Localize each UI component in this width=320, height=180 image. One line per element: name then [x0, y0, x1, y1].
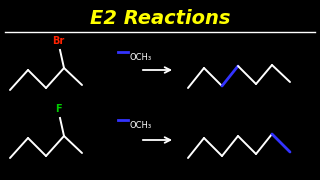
Text: Br: Br — [52, 36, 64, 46]
Text: OCH₃: OCH₃ — [130, 53, 152, 62]
Text: OCH₃: OCH₃ — [130, 121, 152, 130]
Text: F: F — [55, 104, 61, 114]
Text: E2 Reactions: E2 Reactions — [90, 8, 230, 28]
